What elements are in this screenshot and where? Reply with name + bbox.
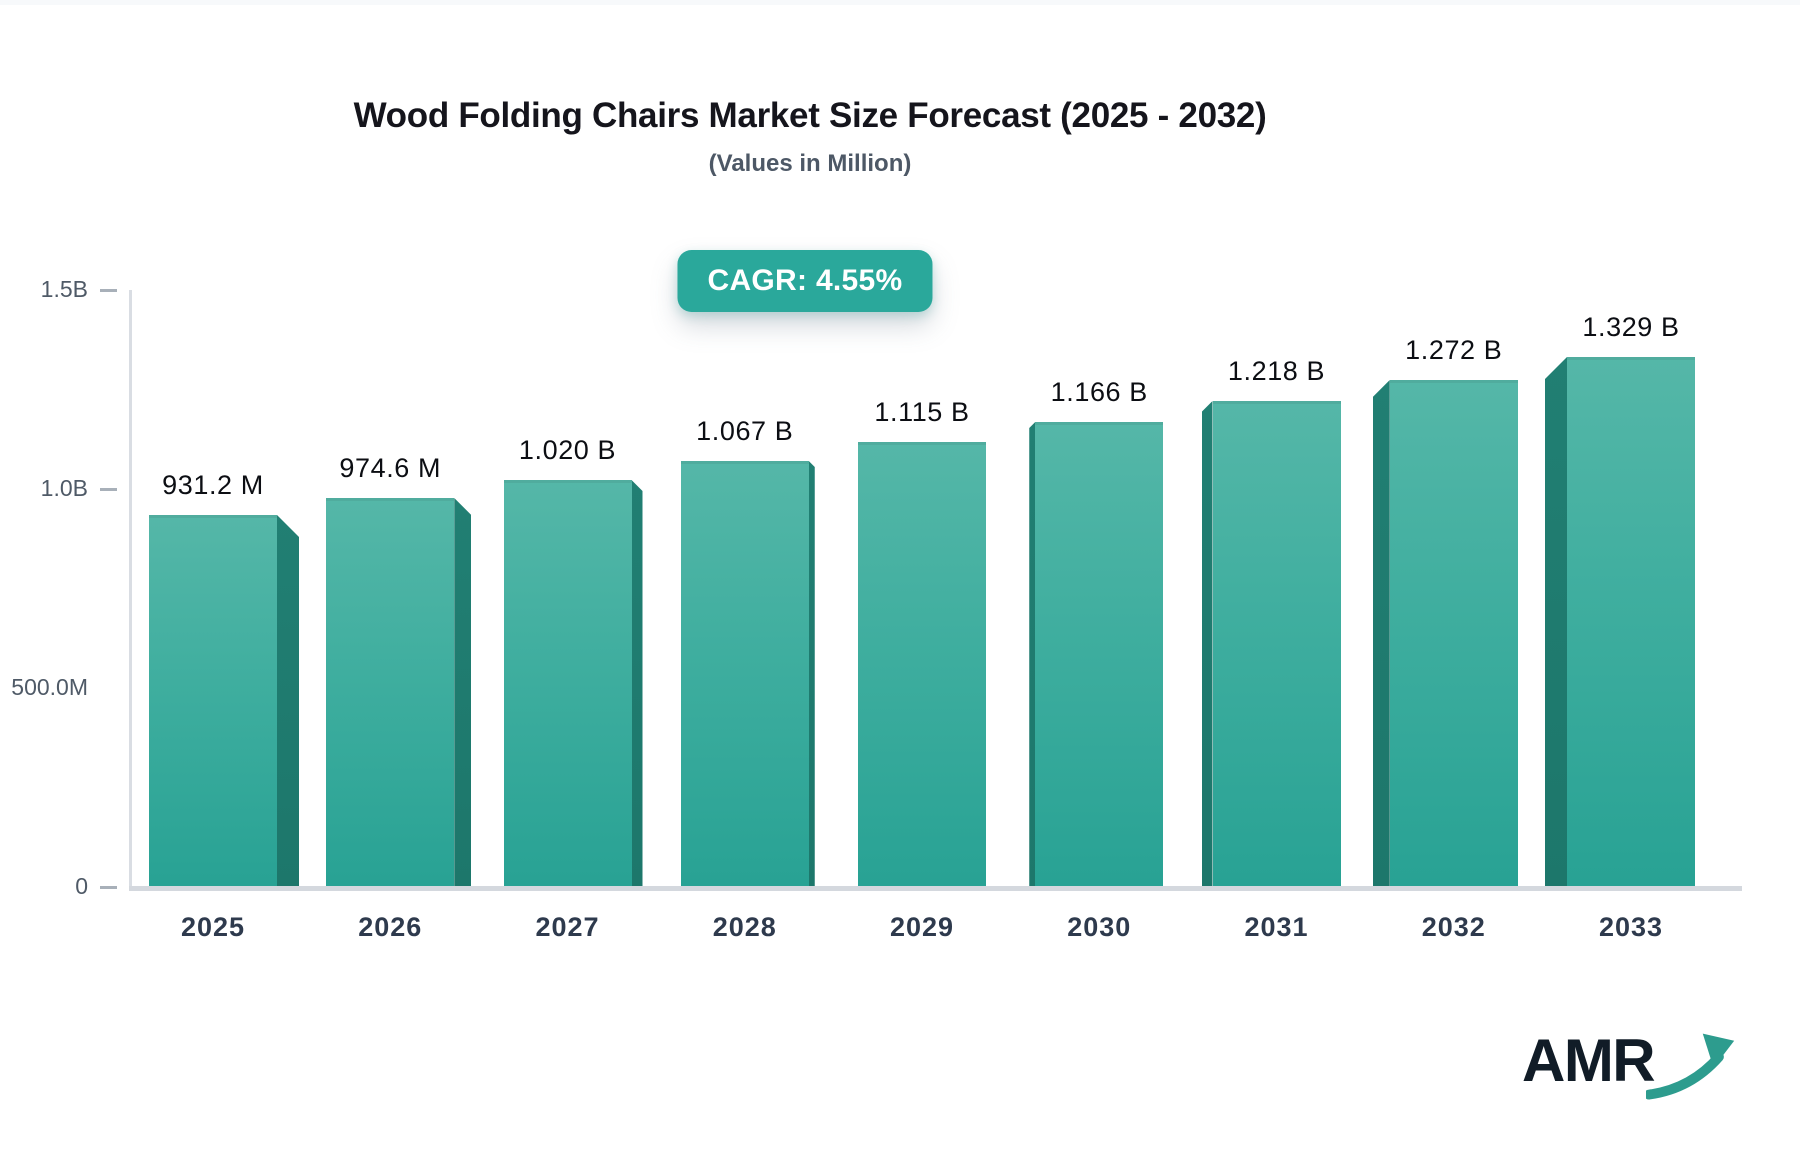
bar-value-label: 1.218 B <box>1227 356 1326 386</box>
growth-arrow-icon <box>1646 1033 1735 1100</box>
page-top-border <box>0 0 1800 5</box>
x-tick-label: 2027 <box>535 912 600 942</box>
bar-3d-side <box>1372 380 1390 886</box>
x-tick-label: 2032 <box>1421 912 1486 942</box>
bar-value-label: 974.6 M <box>339 453 442 483</box>
x-tick-label: 2028 <box>712 912 777 942</box>
y-tick-label: 1.0B <box>40 475 88 501</box>
amr-logo: AMR <box>1522 1028 1738 1100</box>
x-tick-label: 2031 <box>1244 912 1309 942</box>
bar[interactable] <box>680 461 809 886</box>
x-tick-label: 2030 <box>1067 912 1132 942</box>
bar[interactable] <box>1389 380 1518 886</box>
bar-value-label: 1.329 B <box>1582 312 1680 342</box>
bar-3d-side <box>454 498 472 886</box>
y-tick-dash <box>100 289 117 292</box>
bar-value-label: 1.115 B <box>874 397 970 427</box>
amr-logo-text: AMR <box>1522 1027 1656 1094</box>
bar-value-label: 1.020 B <box>518 435 617 465</box>
bar[interactable] <box>1567 357 1695 886</box>
y-tick-dash <box>100 488 117 491</box>
y-axis-line <box>129 290 132 889</box>
y-tick-dash <box>100 886 117 889</box>
bar[interactable] <box>149 515 277 886</box>
y-tick-label: 500.0M <box>11 674 88 700</box>
x-tick-label: 2025 <box>180 912 246 942</box>
bar[interactable] <box>503 480 632 886</box>
chart-subtitle: (Values in Million) <box>708 150 912 177</box>
x-tick-label: 2033 <box>1598 912 1664 942</box>
y-tick-label: 1.5B <box>40 276 88 302</box>
bar-value-label: 1.067 B <box>696 416 794 446</box>
bar[interactable] <box>858 442 986 886</box>
y-tick-label: 0 <box>75 873 88 899</box>
bar[interactable] <box>1212 401 1341 886</box>
bar-3d-side <box>1201 401 1213 886</box>
bar-3d-side <box>808 461 815 886</box>
bar[interactable] <box>1035 422 1164 886</box>
chart-title: Wood Folding Chairs Market Size Forecast… <box>353 96 1267 135</box>
bar-3d-side <box>277 515 299 886</box>
bar-value-label: 1.272 B <box>1405 335 1503 365</box>
bar-value-label: 1.166 B <box>1050 377 1148 407</box>
bar[interactable] <box>326 498 455 886</box>
bar-3d-side <box>1545 357 1567 886</box>
x-tick-label: 2026 <box>358 912 423 942</box>
x-tick-label: 2029 <box>889 912 955 942</box>
bar-3d-side <box>1029 422 1036 886</box>
bar-3d-side <box>631 480 643 886</box>
x-axis-baseline <box>129 886 1742 891</box>
bar-value-label: 931.2 M <box>162 470 264 500</box>
cagr-badge: CAGR: 4.55% <box>677 250 933 312</box>
